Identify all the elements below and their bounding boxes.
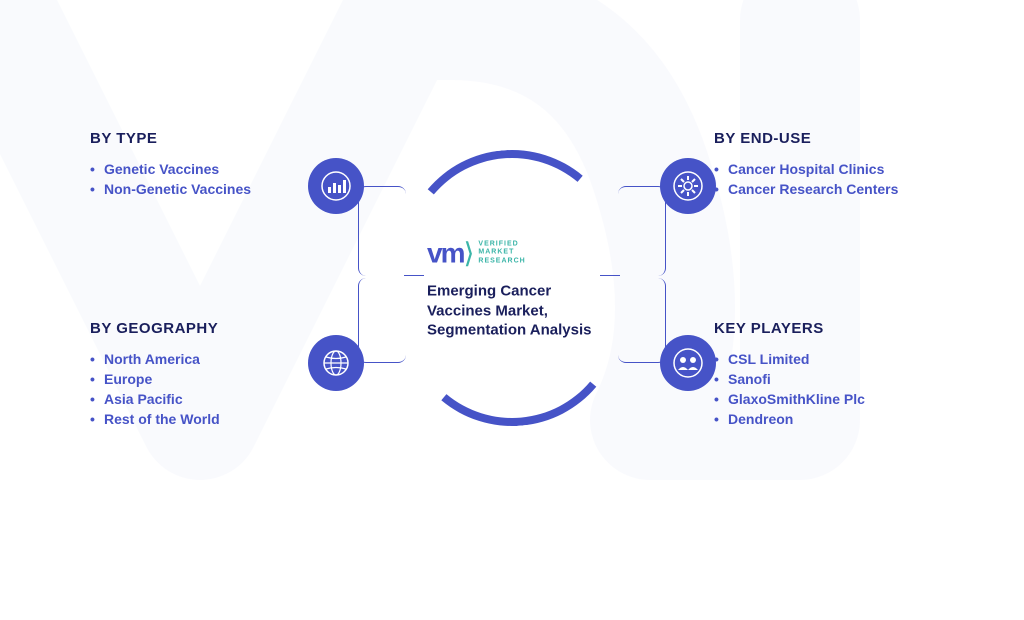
- section-list: CSL Limited Sanofi GlaxoSmithKline Plc D…: [714, 351, 934, 427]
- section-title: BY TYPE: [90, 130, 310, 147]
- section-list: Cancer Hospital Clinics Cancer Research …: [714, 161, 934, 197]
- list-item: GlaxoSmithKline Plc: [714, 391, 934, 407]
- list-item: Cancer Hospital Clinics: [714, 161, 934, 177]
- section-list: North America Europe Asia Pacific Rest o…: [90, 351, 310, 427]
- list-item: Sanofi: [714, 371, 934, 387]
- section-by-end-use: BY END-USE Cancer Hospital Clinics Cance…: [714, 130, 934, 201]
- section-title: KEY PLAYERS: [714, 320, 934, 337]
- list-item: North America: [90, 351, 310, 367]
- list-item: Genetic Vaccines: [90, 161, 310, 177]
- list-item: Rest of the World: [90, 411, 310, 427]
- logo: vm⟩ VERIFIED MARKET RESEARCH: [427, 236, 597, 269]
- center-content: vm⟩ VERIFIED MARKET RESEARCH Emerging Ca…: [427, 236, 597, 340]
- list-item: Asia Pacific: [90, 391, 310, 407]
- logo-main: vm⟩: [427, 236, 472, 269]
- center-title: Emerging Cancer Vaccines Market, Segment…: [427, 281, 597, 340]
- section-title: BY GEOGRAPHY: [90, 320, 310, 337]
- center-hub: vm⟩ VERIFIED MARKET RESEARCH Emerging Ca…: [392, 168, 632, 408]
- section-key-players: KEY PLAYERS CSL Limited Sanofi GlaxoSmit…: [714, 320, 934, 431]
- diagram-container: vm⟩ VERIFIED MARKET RESEARCH Emerging Ca…: [0, 0, 1024, 576]
- globe-icon: [308, 335, 364, 391]
- list-item: Non-Genetic Vaccines: [90, 181, 310, 197]
- section-title: BY END-USE: [714, 130, 934, 147]
- gear-icon: [660, 158, 716, 214]
- list-item: CSL Limited: [714, 351, 934, 367]
- list-item: Cancer Research Centers: [714, 181, 934, 197]
- list-item: Dendreon: [714, 411, 934, 427]
- logo-sub: VERIFIED MARKET RESEARCH: [478, 240, 525, 265]
- bar-chart-icon: [308, 158, 364, 214]
- section-list: Genetic Vaccines Non-Genetic Vaccines: [90, 161, 310, 197]
- section-by-geography: BY GEOGRAPHY North America Europe Asia P…: [90, 320, 310, 431]
- people-icon: [660, 335, 716, 391]
- section-by-type: BY TYPE Genetic Vaccines Non-Genetic Vac…: [90, 130, 310, 201]
- list-item: Europe: [90, 371, 310, 387]
